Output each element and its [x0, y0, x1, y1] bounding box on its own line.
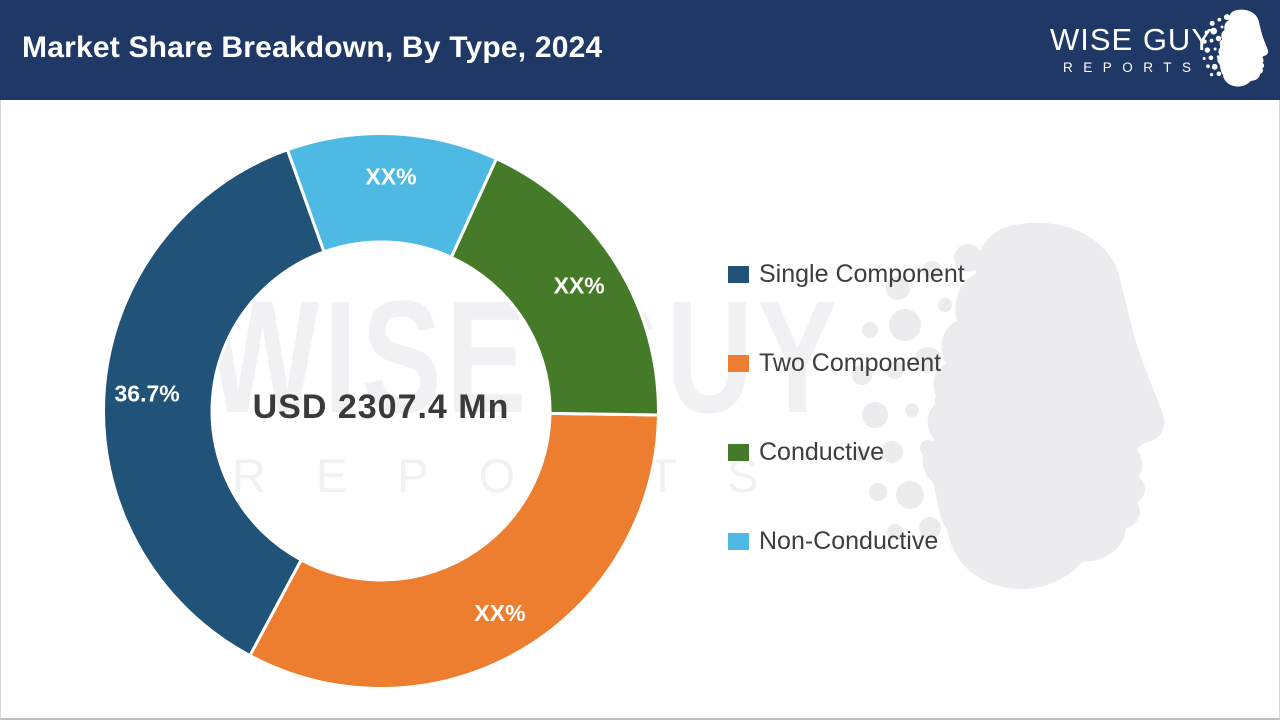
logo-wiseguy-text: WISE GUY — [1049, 22, 1213, 57]
legend-item-conductive: Conductive — [728, 437, 965, 467]
legend-label-two-component: Two Component — [759, 349, 942, 377]
legend-swatch-single-component — [728, 265, 749, 283]
logo-face-icon — [1202, 9, 1269, 87]
legend-item-non-conductive: Non-Conductive — [728, 526, 965, 556]
legend-label-non-conductive: Non-Conductive — [759, 527, 939, 555]
legend-item-single-component: Single Component — [728, 259, 965, 289]
donut-segment-non-conductive — [285, 132, 499, 260]
donut-label-two-component: XX% — [474, 600, 525, 626]
legend-label-conductive: Conductive — [759, 438, 885, 466]
chart-legend: Single Component Two Component Conductiv… — [728, 259, 965, 615]
legend-item-two-component: Two Component — [728, 348, 965, 378]
brand-logo: WISE GUY REPORTS — [1049, 22, 1213, 75]
legend-swatch-conductive — [728, 443, 749, 461]
legend-swatch-non-conductive — [728, 532, 749, 550]
donut-label-single-component: 36.7% — [114, 381, 179, 407]
watermark-reports-text: REPORTS — [232, 449, 809, 502]
watermark-face-logo — [852, 222, 1165, 590]
logo-reports-text: REPORTS — [1062, 59, 1202, 75]
donut-label-non-conductive: XX% — [365, 164, 416, 190]
legend-label-single-component: Single Component — [759, 260, 965, 288]
page-title: Market Share Breakdown, By Type, 2024 — [22, 31, 603, 64]
donut-segment-single-component — [101, 147, 326, 658]
header-bar: Market Share Breakdown, By Type, 2024 — [0, 0, 1280, 100]
donut-center-value: USD 2307.4 Mn — [252, 388, 510, 426]
donut-label-conductive: XX% — [554, 273, 605, 299]
donut-segment-conductive — [449, 156, 660, 417]
legend-swatch-two-component — [728, 354, 749, 372]
donut-segment-two-component — [247, 411, 660, 690]
